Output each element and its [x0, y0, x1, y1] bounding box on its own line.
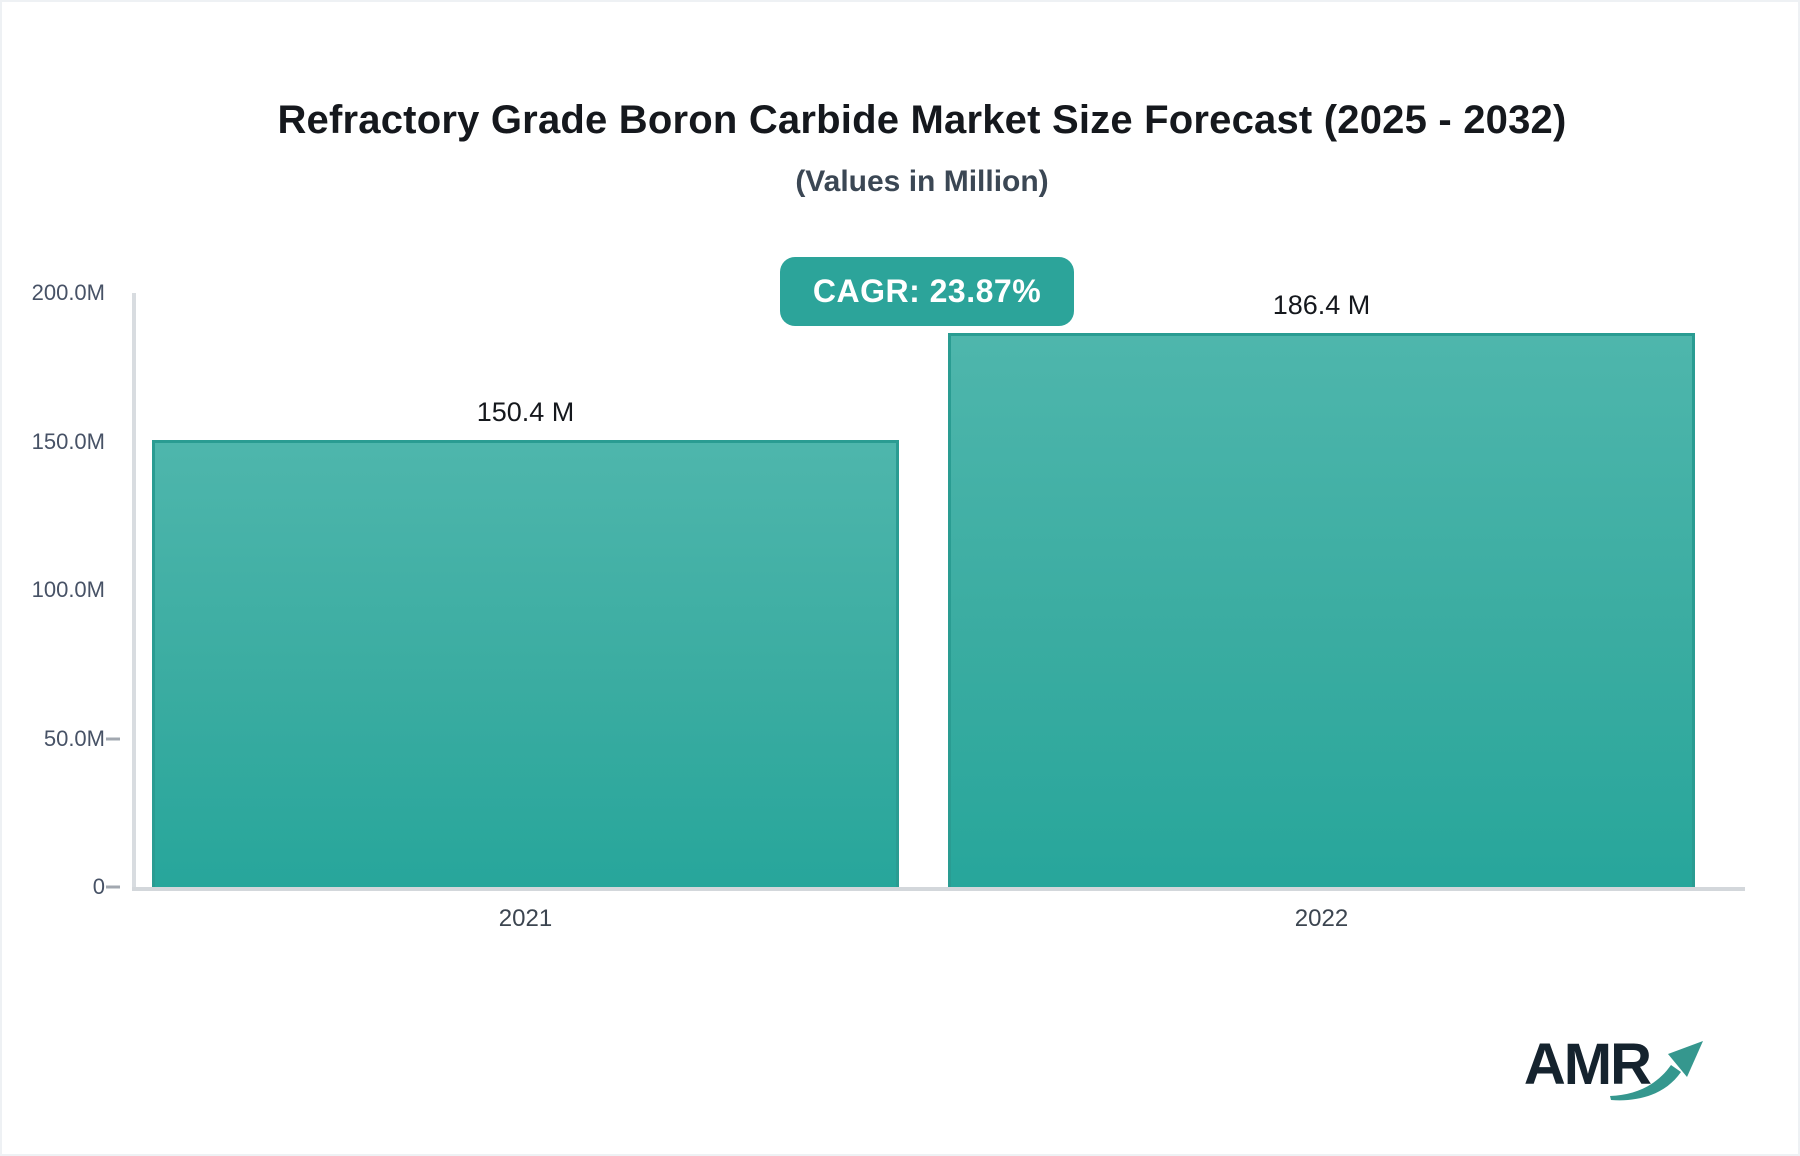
y-tick-label: 0	[92, 874, 105, 899]
bar-2021	[152, 440, 899, 887]
growth-arrow-icon	[1610, 1041, 1703, 1101]
bar-value-label: 150.4 M	[476, 397, 575, 427]
cagr-label: CAGR: 23.87%	[812, 273, 1042, 309]
bar-2022	[948, 333, 1695, 887]
y-tick-label: 200.0M	[31, 280, 105, 305]
brand-logo: AMR	[1524, 1036, 1706, 1102]
y-axis-line	[132, 293, 136, 891]
chart-title: Refractory Grade Boron Carbide Market Si…	[277, 98, 1567, 142]
y-tick-label: 150.0M	[31, 428, 105, 454]
y-tick-dash	[106, 737, 120, 740]
plot-area: 200.0M 150.0M 100.0M 50.0M 0 150.4 M 2021 186.4…	[32, 280, 1745, 932]
chart-subtitle: (Values in Million)	[795, 165, 1049, 198]
cagr-badge: CAGR: 23.87%	[780, 257, 1074, 326]
chart-header: Refractory Grade Boron Carbide Market Si…	[2, 98, 1798, 199]
y-tick-dash	[106, 885, 120, 889]
x-axis-line	[132, 887, 1745, 891]
y-tick-label: 50.0M	[43, 725, 105, 751]
x-category-label: 2022	[1294, 905, 1349, 932]
bar-value-label: 186.4 M	[1272, 290, 1371, 320]
brand-logo-text: AMR	[1523, 1032, 1652, 1097]
x-category-label: 2021	[498, 905, 553, 932]
y-tick-label: 100.0M	[31, 577, 105, 602]
